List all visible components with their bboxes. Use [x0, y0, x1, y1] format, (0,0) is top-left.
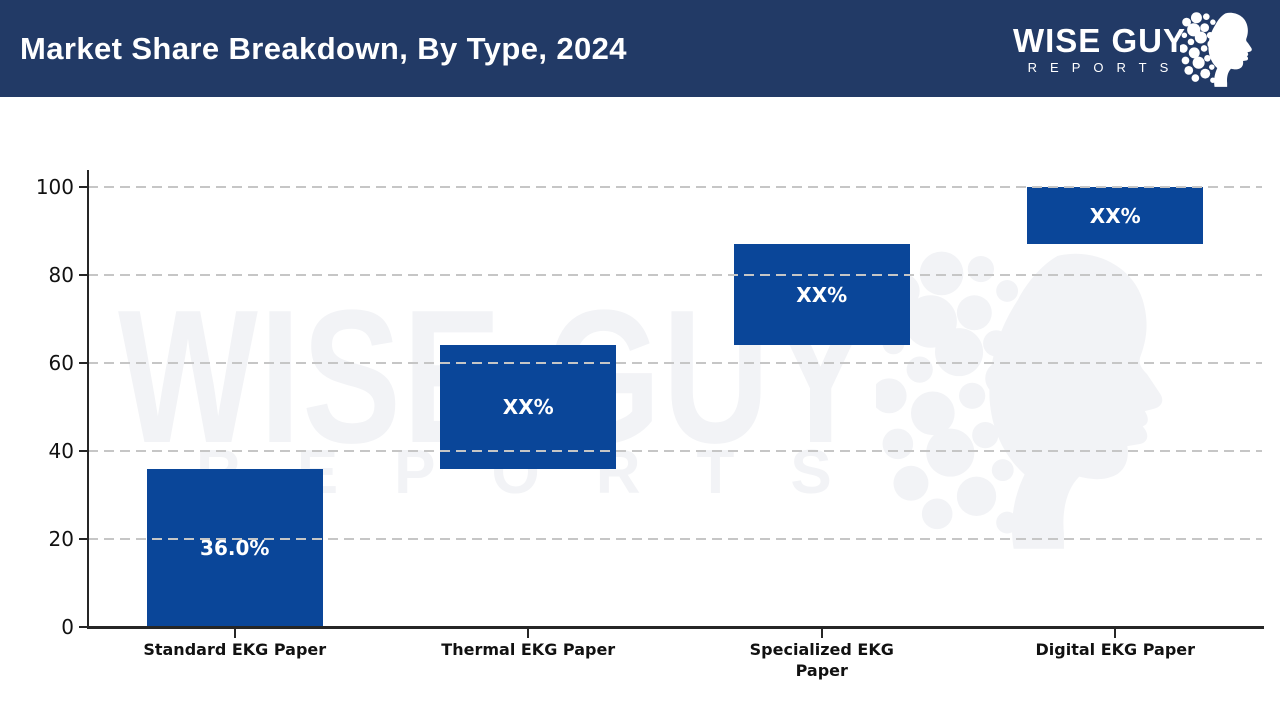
x-axis-line [87, 626, 1264, 629]
category-label: Digital EKG Paper [1035, 640, 1196, 659]
y-tick-40 [79, 450, 88, 452]
gridline-60 [88, 362, 1262, 364]
category-label: Specialized EKG Paper [749, 640, 894, 680]
x-tick [527, 629, 530, 638]
y-tick-label-20: 20 [48, 527, 74, 551]
logo: WISE GUY REPORTS [1013, 6, 1254, 92]
bar-value-label: XX% [502, 394, 554, 419]
bar-segment: XX% [733, 244, 910, 346]
y-tick-80 [79, 274, 88, 276]
x-tick [1114, 629, 1117, 638]
y-tick-100 [79, 186, 88, 188]
gridline-100 [88, 186, 1262, 188]
y-tick-60 [79, 362, 88, 364]
bar-segment: XX% [1027, 187, 1204, 245]
gridline-80 [88, 274, 1262, 276]
x-tick [233, 629, 236, 638]
bar-segment: XX% [440, 345, 617, 469]
bar-segment: 36.0% [146, 468, 323, 627]
category-label: Standard EKG Paper [143, 640, 327, 659]
logo-wordmark: WISE GUY [1012, 21, 1186, 59]
bar-value-label: XX% [796, 282, 848, 307]
y-tick-label-60: 60 [48, 351, 74, 375]
x-tick [820, 629, 823, 638]
y-tick-label-40: 40 [48, 439, 74, 463]
header: Market Share Breakdown, By Type, 2024 WI… [0, 0, 1280, 97]
logo-text: WISE GUY REPORTS [1013, 24, 1186, 74]
page-title: Market Share Breakdown, By Type, 2024 [20, 30, 627, 66]
y-tick-label-80: 80 [48, 263, 74, 287]
y-axis-line [87, 170, 89, 628]
y-tick-label-100: 100 [35, 175, 74, 199]
y-tick-label-0: 0 [61, 615, 74, 639]
logo-head-icon [1180, 11, 1252, 87]
y-tick-20 [79, 538, 88, 540]
bar-value-label: XX% [1089, 203, 1141, 228]
category-label: Thermal EKG Paper [441, 640, 616, 659]
gridline-20 [88, 538, 1262, 540]
logo-subtitle: REPORTS [1027, 59, 1182, 75]
gridline-40 [88, 450, 1262, 452]
y-tick-0 [79, 626, 88, 628]
